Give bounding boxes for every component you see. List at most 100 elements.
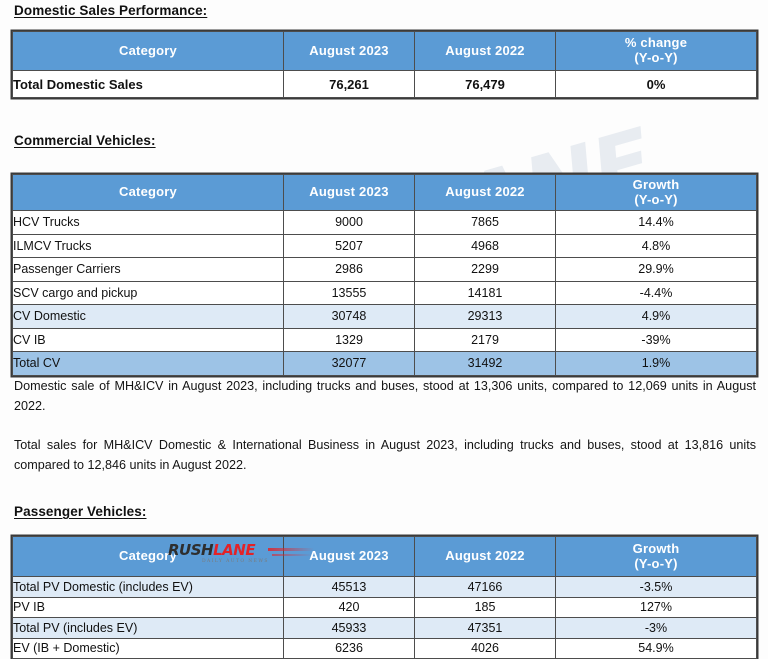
table-passenger-vehicles: Category August 2023 August 2022 Growth … [12,536,757,659]
cell-growth: 29.9% [555,257,757,282]
cell-august-2023: 2986 [283,257,415,282]
table-body-commercial-vehicles: HCV Trucks 9000 7865 14.4% ILMCV Trucks … [12,210,757,376]
cell-august-2022: 2299 [414,257,556,282]
column-header-august-2022: August 2022 [414,174,556,211]
table-commercial-vehicles: Category August 2023 August 2022 Growth … [12,174,757,376]
table-row: Total Domestic Sales 76,261 76,479 0% [12,70,757,98]
column-header-august-2022-text: August 2022 [445,184,525,200]
table-header-commercial-vehicles: Category August 2023 August 2022 Growth … [12,174,757,211]
section-title-domestic-sales: Domestic Sales Performance: [14,3,208,18]
table-row: SCV cargo and pickup 13555 14181 -4.4% [12,280,757,305]
cell-august-2022: 31492 [414,351,556,376]
cell-august-2023: 30748 [283,304,415,329]
column-header-percent-change-line1: % change [624,35,688,51]
column-header-category-text: Category [119,184,177,200]
cell-category: SCV cargo and pickup [12,280,284,305]
table-row-total: Total PV (includes EV) 45933 47351 -3% [12,617,757,639]
table-body-domestic-sales: Total Domestic Sales 76,261 76,479 0% [12,70,757,98]
cell-category: CV IB [12,327,284,352]
column-header-percent-change: % change (Y-o-Y) [555,31,757,71]
cell-august-2023: 45933 [283,617,415,639]
cell-august-2022: 76,479 [414,70,556,98]
column-header-august-2023-text: August 2023 [309,184,389,200]
cell-august-2022: 4968 [414,233,556,258]
paragraph-mhicv-domestic: Domestic sale of MH&ICV in August 2023, … [14,379,756,413]
column-header-category-text: Category [119,548,177,564]
table-body-passenger-vehicles: Total PV Domestic (includes EV) 45513 47… [12,576,757,659]
column-header-growth: Growth (Y-o-Y) [555,174,757,211]
table-row: ILMCV Trucks 5207 4968 4.8% [12,233,757,258]
table-header-row: Category August 2023 August 2022 Growth … [12,536,757,577]
column-header-august-2023: August 2023 [283,31,415,71]
cell-growth: 14.4% [555,210,757,235]
cell-growth: -39% [555,327,757,352]
cell-august-2022: 14181 [414,280,556,305]
cell-august-2023: 5207 [283,233,415,258]
cell-august-2022: 185 [414,596,556,618]
column-header-category-text: Category [119,42,177,58]
column-header-growth-line1: Growth [632,176,680,192]
table-row-subtotal: Total PV Domestic (includes EV) 45513 47… [12,576,757,598]
table-row-subtotal: CV Domestic 30748 29313 4.9% [12,304,757,329]
column-header-august-2022: August 2022 [414,536,556,577]
column-header-august-2023-text: August 2023 [309,42,389,58]
table-row: EV (IB + Domestic) 6236 4026 54.9% [12,637,757,659]
column-header-august-2022-text: August 2022 [445,548,525,564]
cell-august-2023: 76,261 [283,70,415,98]
cell-august-2023: 13555 [283,280,415,305]
column-header-august-2023-text: August 2023 [309,548,389,564]
cell-category: PV IB [12,596,284,618]
column-header-category: Category [12,536,284,577]
cell-august-2023: 420 [283,596,415,618]
table-header-row: Category August 2023 August 2022 % chang… [12,31,757,71]
cell-growth: -4.4% [555,280,757,305]
cell-august-2023: 6236 [283,637,415,659]
cell-category: Total PV (includes EV) [12,617,284,639]
cell-category: Total CV [12,351,284,376]
cell-growth: 4.9% [555,304,757,329]
table-header-domestic-sales: Category August 2023 August 2022 % chang… [12,31,757,71]
table-domestic-sales: Category August 2023 August 2022 % chang… [12,31,757,98]
cell-august-2023: 1329 [283,327,415,352]
table-header-row: Category August 2023 August 2022 Growth … [12,174,757,211]
column-header-august-2022: August 2022 [414,31,556,71]
column-header-growth-line2: (Y-o-Y) [634,191,678,207]
cell-growth: 127% [555,596,757,618]
cell-growth: 54.9% [555,637,757,659]
cell-august-2023: 32077 [283,351,415,376]
cell-august-2022: 7865 [414,210,556,235]
column-header-growth: Growth (Y-o-Y) [555,536,757,577]
table-row: CV IB 1329 2179 -39% [12,327,757,352]
cell-august-2022: 47166 [414,576,556,598]
cell-category: ILMCV Trucks [12,233,284,258]
section-title-passenger-vehicles: Passenger Vehicles: [14,504,147,519]
cell-august-2023: 9000 [283,210,415,235]
column-header-growth-line2: (Y-o-Y) [634,555,678,571]
column-header-august-2023: August 2023 [283,174,415,211]
column-header-august-2023: August 2023 [283,536,415,577]
cell-percent-change: 0% [555,70,757,98]
table-header-passenger-vehicles: Category August 2023 August 2022 Growth … [12,536,757,577]
table-row: PV IB 420 185 127% [12,596,757,618]
table-row: HCV Trucks 9000 7865 14.4% [12,210,757,235]
cell-august-2022: 29313 [414,304,556,329]
section-title-commercial-vehicles: Commercial Vehicles: [14,133,156,148]
cell-growth: 1.9% [555,351,757,376]
cell-growth: -3% [555,617,757,639]
cell-august-2022: 2179 [414,327,556,352]
cell-growth: 4.8% [555,233,757,258]
cell-category: HCV Trucks [12,210,284,235]
cell-category: EV (IB + Domestic) [12,637,284,659]
cell-category: CV Domestic [12,304,284,329]
column-header-category: Category [12,174,284,211]
cell-category: Passenger Carriers [12,257,284,282]
table-row: Passenger Carriers 2986 2299 29.9% [12,257,757,282]
column-header-percent-change-line2: (Y-o-Y) [634,50,678,65]
cell-category: Total PV Domestic (includes EV) [12,576,284,598]
column-header-growth-line1: Growth [632,540,680,556]
cell-august-2023: 45513 [283,576,415,598]
column-header-category: Category [12,31,284,71]
cell-august-2022: 47351 [414,617,556,639]
cell-august-2022: 4026 [414,637,556,659]
table-row-total: Total CV 32077 31492 1.9% [12,351,757,376]
